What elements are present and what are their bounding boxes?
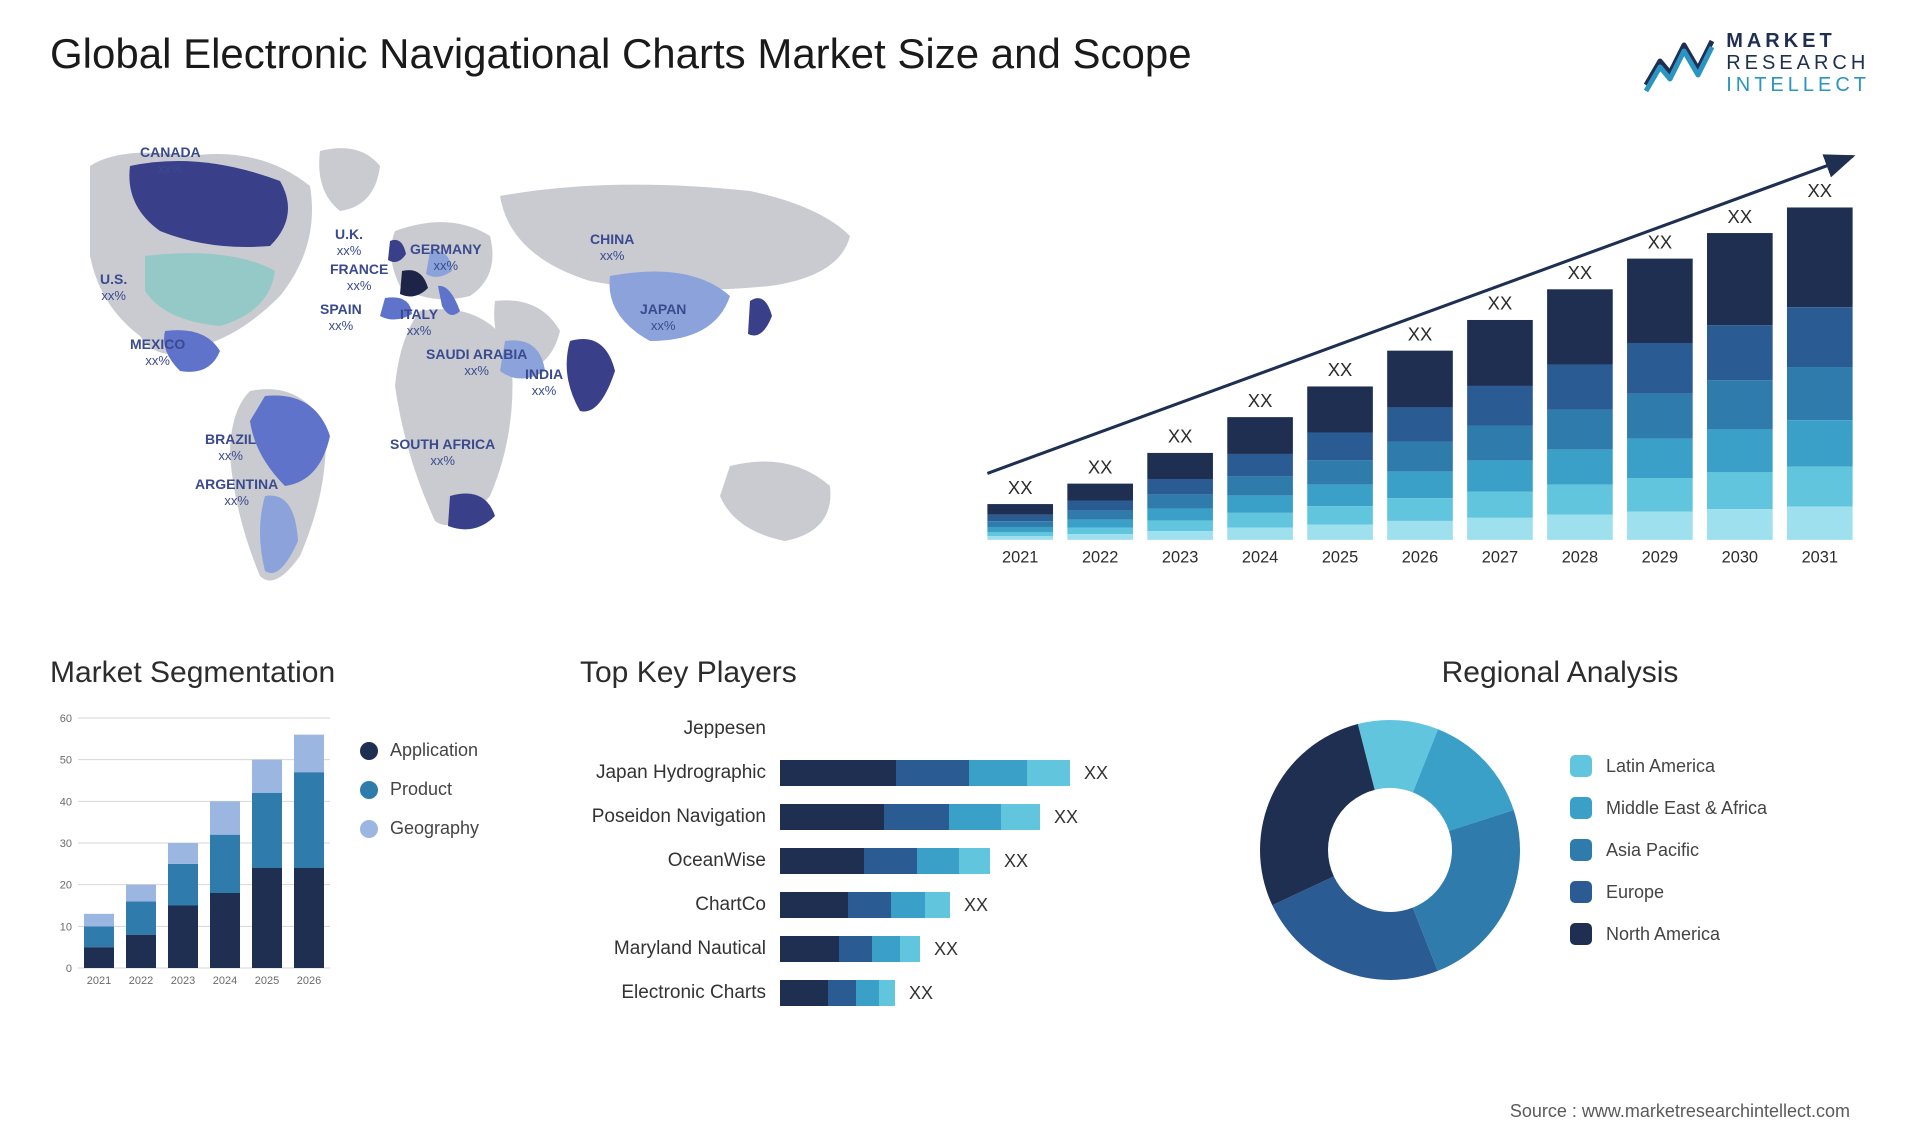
- logo-mark-icon: [1644, 33, 1714, 93]
- legend-item: Latin America: [1570, 755, 1767, 777]
- map-label: BRAZILxx%: [205, 431, 256, 464]
- map-label: JAPANxx%: [640, 301, 686, 334]
- svg-text:XX: XX: [1088, 456, 1113, 477]
- logo-text-3: INTELLECT: [1726, 74, 1870, 96]
- legend-item: Asia Pacific: [1570, 839, 1767, 861]
- svg-text:2026: 2026: [297, 975, 321, 987]
- svg-text:2027: 2027: [1482, 548, 1518, 566]
- regional-donut-chart: [1250, 710, 1530, 990]
- svg-text:2024: 2024: [213, 975, 237, 987]
- svg-text:2021: 2021: [87, 975, 111, 987]
- legend-item: Application: [360, 740, 479, 761]
- brand-logo: MARKET RESEARCH INTELLECT: [1644, 30, 1870, 96]
- svg-text:XX: XX: [1808, 180, 1833, 201]
- svg-text:2021: 2021: [1002, 548, 1038, 566]
- legend-item: Europe: [1570, 881, 1767, 903]
- map-label: SOUTH AFRICAxx%: [390, 436, 495, 469]
- map-label: ARGENTINAxx%: [195, 476, 278, 509]
- svg-text:0: 0: [66, 963, 72, 975]
- players-title: Top Key Players: [580, 656, 1200, 690]
- players-chart: Jeppesen Japan HydrographicXX Poseidon Nav…: [580, 710, 1200, 1012]
- player-row: Poseidon NavigationXX: [580, 798, 1200, 836]
- svg-text:2030: 2030: [1722, 548, 1758, 566]
- map-label: GERMANYxx%: [410, 241, 482, 274]
- svg-text:2026: 2026: [1402, 548, 1438, 566]
- svg-text:2029: 2029: [1642, 548, 1678, 566]
- segmentation-chart: 0 10 20 30 40 50 60 2021 2022 2023 2024 2025 2026: [50, 710, 330, 990]
- logo-text-1: MARKET: [1726, 30, 1870, 52]
- segmentation-title: Market Segmentation: [50, 656, 530, 690]
- map-label: MEXICOxx%: [130, 336, 185, 369]
- svg-text:2023: 2023: [1162, 548, 1198, 566]
- svg-text:XX: XX: [1648, 231, 1673, 252]
- player-row: OceanWiseXX: [580, 842, 1200, 880]
- svg-text:XX: XX: [1168, 426, 1193, 447]
- svg-text:30: 30: [60, 838, 72, 850]
- player-row: Maryland NauticalXX: [580, 930, 1200, 968]
- svg-text:XX: XX: [1728, 206, 1753, 227]
- map-label: CANADAxx%: [140, 144, 201, 177]
- market-growth-chart: XX 2021 XX 2022 XX 2023 XX 2024 XX 2025 XX 2026 XX 20…: [970, 126, 1870, 606]
- svg-text:2022: 2022: [1082, 548, 1118, 566]
- map-label: U.S.xx%: [100, 271, 127, 304]
- legend-item: Product: [360, 779, 479, 800]
- player-row: Japan HydrographicXX: [580, 754, 1200, 792]
- page-title: Global Electronic Navigational Charts Ma…: [50, 30, 1192, 78]
- svg-text:20: 20: [60, 880, 72, 892]
- map-label: SAUDI ARABIAxx%: [426, 346, 527, 379]
- map-label: CHINAxx%: [590, 231, 634, 264]
- map-label: FRANCExx%: [330, 261, 388, 294]
- svg-text:50: 50: [60, 755, 72, 767]
- source-attribution: Source : www.marketresearchintellect.com: [1510, 1101, 1850, 1122]
- svg-text:10: 10: [60, 921, 72, 933]
- svg-text:XX: XX: [1488, 293, 1513, 314]
- legend-item: Geography: [360, 818, 479, 839]
- svg-text:2025: 2025: [255, 975, 279, 987]
- logo-text-2: RESEARCH: [1726, 52, 1870, 74]
- segmentation-legend: Application Product Geography: [360, 710, 479, 990]
- regional-title: Regional Analysis: [1250, 656, 1870, 690]
- svg-text:40: 40: [60, 796, 72, 808]
- player-row: Electronic ChartsXX: [580, 974, 1200, 1012]
- svg-text:2031: 2031: [1802, 548, 1838, 566]
- player-row: Jeppesen: [580, 710, 1200, 748]
- map-label: U.K.xx%: [335, 226, 363, 259]
- svg-text:XX: XX: [1328, 359, 1353, 380]
- svg-text:XX: XX: [1568, 262, 1593, 283]
- legend-item: Middle East & Africa: [1570, 797, 1767, 819]
- map-label: ITALYxx%: [400, 306, 438, 339]
- regional-legend: Latin America Middle East & Africa Asia Pa…: [1570, 755, 1767, 945]
- map-label: SPAINxx%: [320, 301, 362, 334]
- svg-text:XX: XX: [1248, 390, 1273, 411]
- svg-text:2024: 2024: [1242, 548, 1278, 566]
- legend-item: North America: [1570, 923, 1767, 945]
- player-row: ChartCoXX: [580, 886, 1200, 924]
- svg-text:2025: 2025: [1322, 548, 1358, 566]
- svg-text:XX: XX: [1408, 323, 1433, 344]
- svg-text:2023: 2023: [171, 975, 195, 987]
- svg-text:XX: XX: [1008, 477, 1033, 498]
- svg-text:60: 60: [60, 713, 72, 725]
- world-map: CANADAxx% U.S.xx% MEXICOxx% BRAZILxx% ARGENT…: [50, 126, 910, 606]
- svg-text:2028: 2028: [1562, 548, 1598, 566]
- svg-text:2022: 2022: [129, 975, 153, 987]
- map-label: INDIAxx%: [525, 366, 563, 399]
